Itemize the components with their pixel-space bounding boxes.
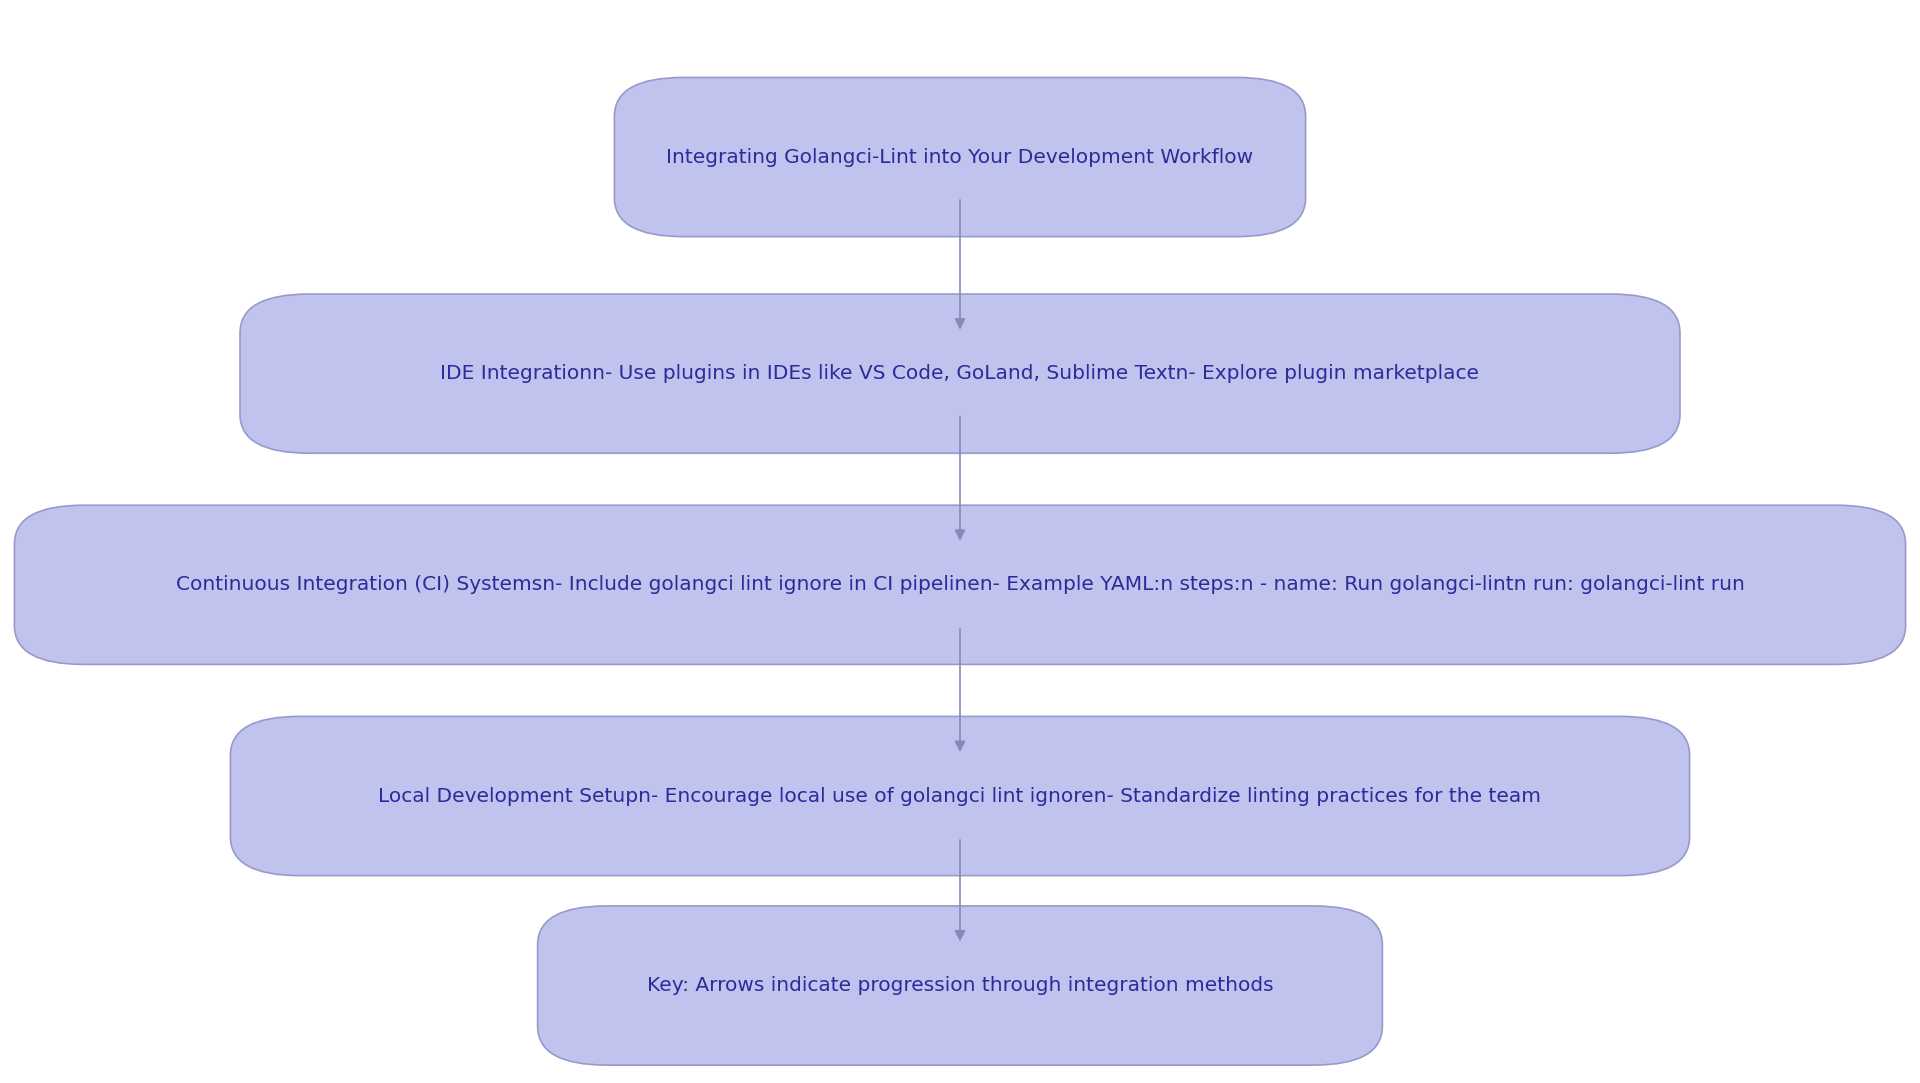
Text: IDE Integrationn- Use plugins in IDEs like VS Code, GoLand, Sublime Textn- Explo: IDE Integrationn- Use plugins in IDEs li…: [440, 364, 1480, 383]
FancyBboxPatch shape: [15, 505, 1905, 664]
Text: Continuous Integration (CI) Systemsn- Include golangci lint ignore in CI pipelin: Continuous Integration (CI) Systemsn- In…: [175, 575, 1745, 595]
Text: Integrating Golangci-Lint into Your Development Workflow: Integrating Golangci-Lint into Your Deve…: [666, 147, 1254, 167]
FancyBboxPatch shape: [230, 717, 1690, 875]
FancyBboxPatch shape: [240, 293, 1680, 453]
Text: Key: Arrows indicate progression through integration methods: Key: Arrows indicate progression through…: [647, 976, 1273, 995]
Text: Local Development Setupn- Encourage local use of golangci lint ignoren- Standard: Local Development Setupn- Encourage loca…: [378, 786, 1542, 806]
FancyBboxPatch shape: [614, 78, 1306, 237]
FancyBboxPatch shape: [538, 905, 1382, 1066]
